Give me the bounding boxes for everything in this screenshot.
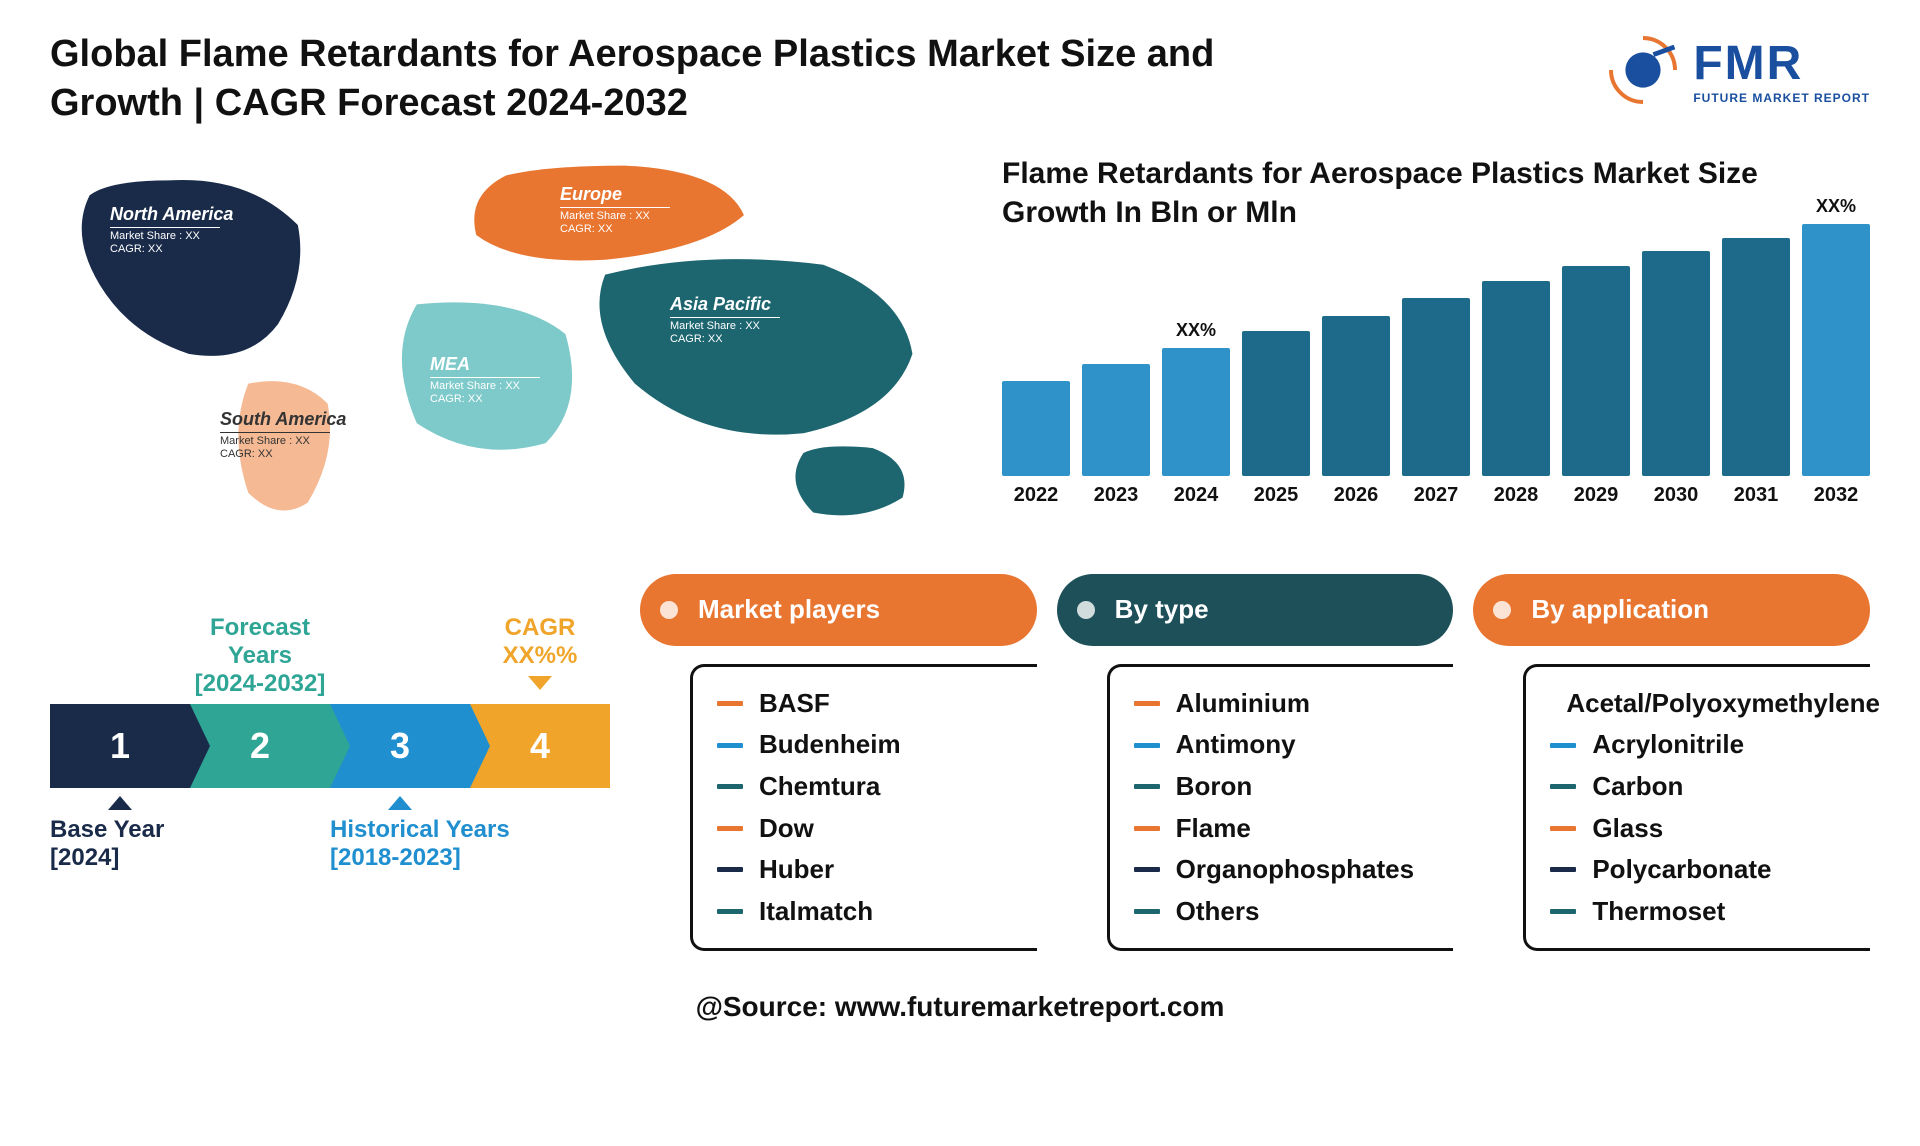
bar-2025: 2025 [1242,331,1310,507]
category-market-players: Market players BASFBudenheimChemturaDowH… [640,574,1037,952]
region-asia-pacific [599,259,912,435]
bar-2027: 2027 [1402,298,1470,507]
category-by-type: By type AluminiumAntimonyBoronFlameOrgan… [1057,574,1454,952]
bar-2028: 2028 [1482,281,1550,507]
bar-chart: 20222023XX%20242025202620272028202920302… [1002,247,1870,507]
cat-item: Budenheim [717,724,1037,766]
cat-item: Acetal/Polyoxymethylene [1550,683,1870,725]
cat-item: Antimony [1134,724,1454,766]
cat-pill: Market players [640,574,1037,646]
bar-2029: 2029 [1562,266,1630,507]
tl-seg-2: 2 [190,704,330,788]
bar-2030: 2030 [1642,251,1710,507]
timeline-bar: 1234 [50,704,610,788]
tl-bot-historical-years: Historical Years[2018-2023] [330,796,530,872]
region-oceania [795,446,904,515]
chart-title: Flame Retardants for Aerospace Plastics … [1002,154,1870,232]
cat-item: BASF [717,683,1037,725]
region-label-asia-pacific: Asia PacificMarket Share : XXCAGR: XX [670,294,780,346]
region-label-mea: MEAMarket Share : XXCAGR: XX [430,354,540,406]
cat-item: Huber [717,849,1037,891]
timeline-section: Forecast Years[2024-2032] CAGRXX%% 1234 B… [50,574,610,916]
cat-item: Carbon [1550,766,1870,808]
bar-2024: XX%2024 [1162,348,1230,507]
tl-seg-3: 3 [330,704,470,788]
bar-chart-section: Flame Retardants for Aerospace Plastics … [1002,154,1870,534]
bar-2031: 2031 [1722,238,1790,507]
cat-item: Acrylonitrile [1550,724,1870,766]
tl-seg-4: 4 [470,704,610,788]
logo-sub-text: FUTURE MARKET REPORT [1693,91,1870,105]
bar-2022: 2022 [1002,381,1070,507]
cat-item: Aluminium [1134,683,1454,725]
tl-bot-base-year: Base Year[2024] [50,796,250,872]
fmr-logo: FMR FUTURE MARKET REPORT [1603,30,1870,110]
cat-pill: By application [1473,574,1870,646]
bar-2032: XX%2032 [1802,224,1870,507]
cat-item: Organophosphates [1134,849,1454,891]
cat-item: Dow [717,808,1037,850]
bar-2026: 2026 [1322,316,1390,507]
source-text: @Source: www.futuremarketreport.com [50,991,1870,1023]
logo-icon [1603,30,1683,110]
bar-2023: 2023 [1082,364,1150,507]
cat-item: Italmatch [717,891,1037,933]
tl-top-forecast-years: Forecast Years[2024-2032] [190,614,330,718]
world-map: North AmericaMarket Share : XXCAGR: XX So… [50,154,962,534]
cat-pill: By type [1057,574,1454,646]
cat-item: Polycarbonate [1550,849,1870,891]
cat-item: Thermoset [1550,891,1870,933]
cat-item: Others [1134,891,1454,933]
region-label-south-america: South AmericaMarket Share : XXCAGR: XX [220,409,346,461]
cat-item: Flame [1134,808,1454,850]
logo-fmr-text: FMR [1693,36,1870,91]
tl-top-cagr: CAGRXX%% [470,614,610,690]
page-title: Global Flame Retardants for Aerospace Pl… [50,30,1350,129]
region-label-north-america: North AmericaMarket Share : XXCAGR: XX [110,204,233,256]
region-label-europe: EuropeMarket Share : XXCAGR: XX [560,184,670,236]
tl-seg-1: 1 [50,704,190,788]
cat-item: Chemtura [717,766,1037,808]
cat-item: Boron [1134,766,1454,808]
category-by-application: By application Acetal/PolyoxymethyleneAc… [1473,574,1870,952]
cat-item: Glass [1550,808,1870,850]
